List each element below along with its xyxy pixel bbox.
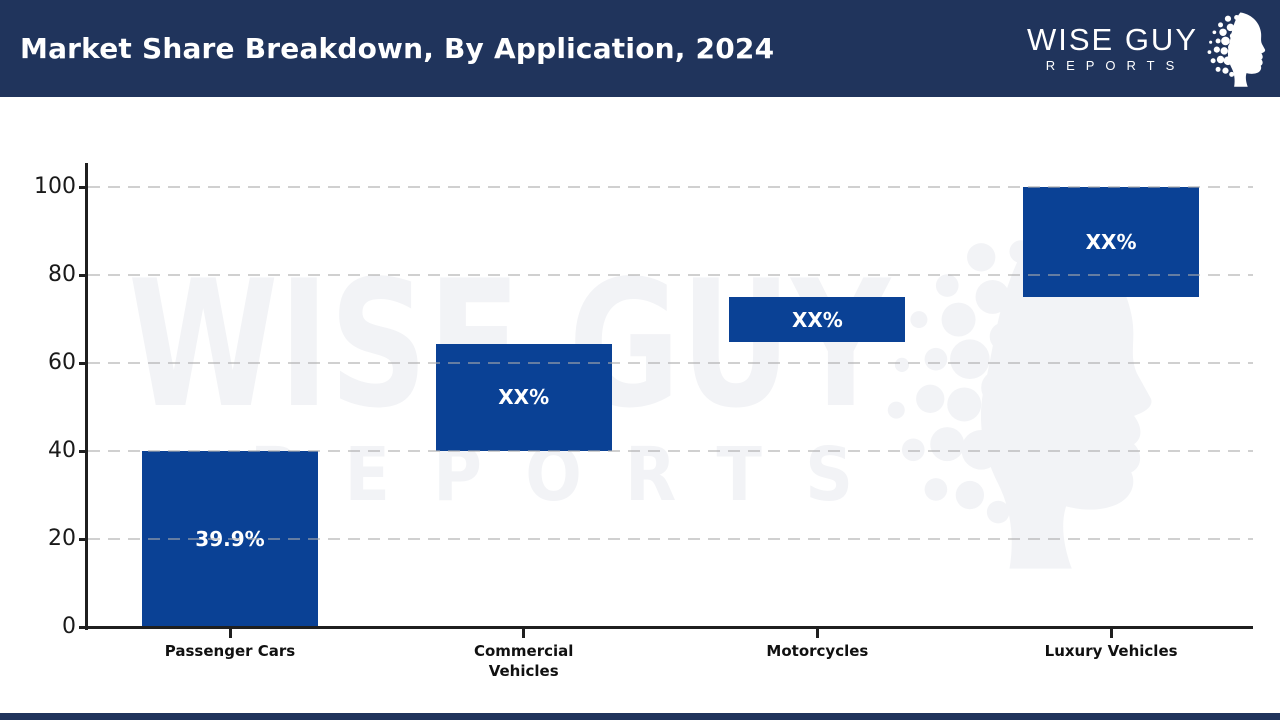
gridline-40 xyxy=(88,450,1253,452)
gridline-100 xyxy=(88,186,1253,188)
logo-text: WISE GUY REPORTS xyxy=(1026,21,1198,74)
y-tick-label: 40 xyxy=(48,438,76,463)
header: Market Share Breakdown, By Application, … xyxy=(0,0,1280,97)
y-tick-mark xyxy=(79,449,87,453)
logo-head-icon xyxy=(1207,12,1266,87)
bar-segment: XX% xyxy=(435,343,612,451)
x-axis-line xyxy=(85,626,1253,629)
footer-bar xyxy=(0,713,1280,720)
y-tick-mark xyxy=(79,361,87,365)
bar-segment: XX% xyxy=(729,297,906,343)
y-tick-label: 80 xyxy=(48,262,76,287)
x-category-label: Commercial Vehicles xyxy=(473,642,574,680)
x-tick-mark xyxy=(522,629,526,638)
y-tick-label: 100 xyxy=(34,174,76,199)
y-tick-mark xyxy=(79,537,87,541)
logo-wordmark: WISE GUY xyxy=(1026,21,1198,57)
bar-value-label: XX% xyxy=(791,307,843,332)
x-tick-mark xyxy=(228,629,232,638)
y-tick-label: 20 xyxy=(48,526,76,551)
x-category-label: Passenger Cars xyxy=(164,642,296,660)
y-tick-mark xyxy=(79,185,87,189)
bar-value-label: XX% xyxy=(498,385,550,410)
y-tick-mark xyxy=(79,273,87,277)
x-tick-mark xyxy=(815,629,819,638)
bar-segment: XX% xyxy=(1023,187,1200,297)
y-tick-label: 60 xyxy=(48,350,76,375)
x-category-label: Luxury Vehicles xyxy=(1044,642,1178,660)
x-tick-mark xyxy=(1109,629,1113,638)
gridline-20 xyxy=(88,538,1253,540)
x-category-label: Motorcycles xyxy=(766,642,869,660)
y-axis-line xyxy=(85,163,88,630)
gridline-60 xyxy=(88,362,1253,364)
logo-subtext: REPORTS xyxy=(1045,58,1186,74)
gridline-80 xyxy=(88,274,1253,276)
page-title: Market Share Breakdown, By Application, … xyxy=(20,32,775,65)
bar-value-label: XX% xyxy=(1085,230,1137,254)
wise-guy-logo: WISE GUY REPORTS xyxy=(1027,8,1280,90)
y-tick-mark xyxy=(79,625,87,629)
y-tick-label: 0 xyxy=(62,614,76,639)
